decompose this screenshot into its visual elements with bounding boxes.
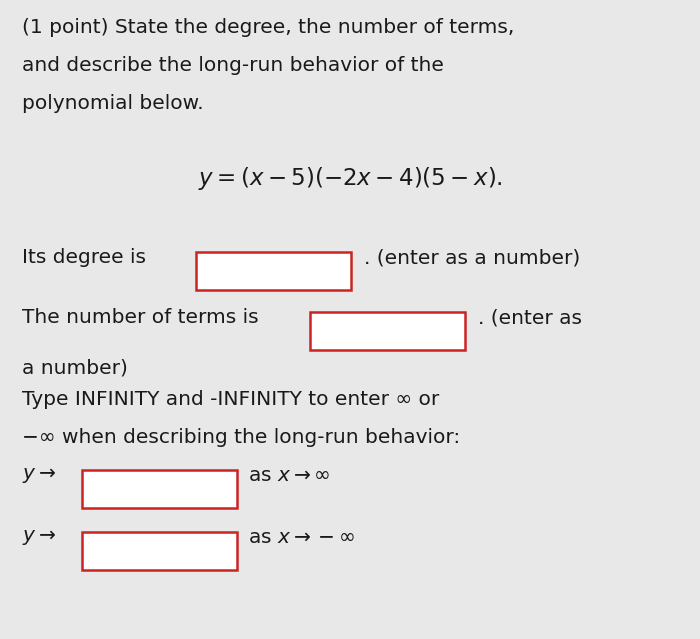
Text: as $x \rightarrow -\infty$: as $x \rightarrow -\infty$ bbox=[248, 528, 355, 547]
Text: polynomial below.: polynomial below. bbox=[22, 94, 204, 113]
FancyBboxPatch shape bbox=[310, 312, 465, 350]
Text: Its degree is: Its degree is bbox=[22, 248, 146, 267]
FancyBboxPatch shape bbox=[196, 252, 351, 290]
Text: . (enter as: . (enter as bbox=[478, 308, 582, 327]
Text: −∞ when describing the long-run behavior:: −∞ when describing the long-run behavior… bbox=[22, 428, 461, 447]
FancyBboxPatch shape bbox=[82, 532, 237, 570]
Text: as $x \rightarrow \infty$: as $x \rightarrow \infty$ bbox=[248, 466, 330, 485]
Text: $y = (x-5)(-2x-4)(5-x).$: $y = (x-5)(-2x-4)(5-x).$ bbox=[197, 165, 503, 192]
Text: Type INFINITY and -INFINITY to enter ∞ or: Type INFINITY and -INFINITY to enter ∞ o… bbox=[22, 390, 440, 409]
Text: (1 point) State the degree, the number of terms,: (1 point) State the degree, the number o… bbox=[22, 18, 514, 37]
FancyBboxPatch shape bbox=[82, 470, 237, 508]
Text: The number of terms is: The number of terms is bbox=[22, 308, 258, 327]
Text: a number): a number) bbox=[22, 358, 128, 377]
Text: $y \rightarrow$: $y \rightarrow$ bbox=[22, 528, 56, 547]
Text: $y \rightarrow$: $y \rightarrow$ bbox=[22, 466, 56, 485]
Text: and describe the long-run behavior of the: and describe the long-run behavior of th… bbox=[22, 56, 444, 75]
Text: . (enter as a number): . (enter as a number) bbox=[364, 248, 580, 267]
